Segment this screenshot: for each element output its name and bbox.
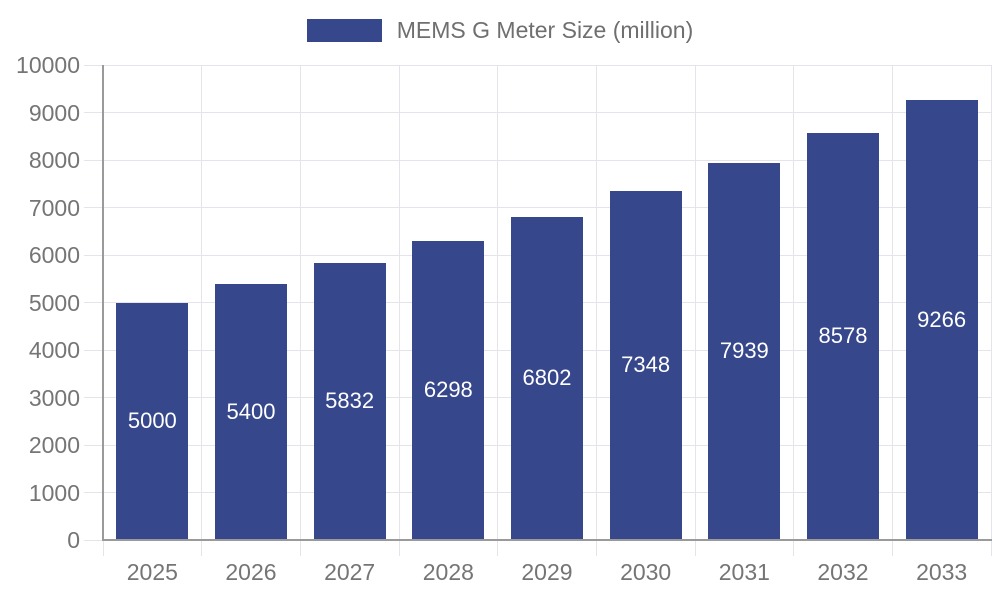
gridline-x <box>891 65 893 556</box>
x-tick-label: 2033 <box>916 559 968 585</box>
gridline-x <box>299 65 301 556</box>
gridline-x <box>793 65 795 556</box>
gridline-y <box>84 159 991 161</box>
gridline-x <box>990 65 992 556</box>
gridline-x <box>497 65 499 556</box>
y-tick-label: 6000 <box>28 242 80 268</box>
y-tick-label: 1000 <box>28 479 80 506</box>
bar-value-label: 9266 <box>917 306 967 332</box>
x-tick-label: 2026 <box>225 559 277 585</box>
gridline-y <box>84 112 991 113</box>
bar[interactable]: 5400 <box>215 283 287 540</box>
bar[interactable]: 6802 <box>511 216 583 540</box>
bar-value-label: 5832 <box>325 388 375 414</box>
y-tick-label: 2000 <box>28 432 80 458</box>
bar[interactable]: 8578 <box>807 132 879 540</box>
bar[interactable]: 9266 <box>905 99 978 540</box>
bar-value-label: 6802 <box>522 365 572 391</box>
gridline-y <box>84 207 991 208</box>
legend-swatch <box>306 19 382 42</box>
gridline-x <box>201 65 203 556</box>
bar[interactable]: 5832 <box>313 262 386 540</box>
gridline-y <box>84 64 991 66</box>
gridline-x <box>694 65 696 556</box>
bar[interactable]: 7348 <box>609 190 682 540</box>
x-axis-line <box>102 539 992 541</box>
gridline-x <box>102 540 104 556</box>
y-tick-label: 10000 <box>16 52 80 78</box>
legend-label: MEMS G Meter Size (million) <box>396 17 694 43</box>
x-tick-label: 2032 <box>817 559 869 585</box>
y-tick-label: 3000 <box>28 384 80 411</box>
bar[interactable]: 6298 <box>412 240 485 540</box>
y-tick-label: 9000 <box>28 99 80 126</box>
bar-value-label: 5000 <box>127 408 177 434</box>
x-tick-label: 2025 <box>126 559 178 585</box>
bar[interactable]: 7939 <box>708 162 781 540</box>
bar-value-label: 8578 <box>818 323 868 349</box>
y-tick-label: 4000 <box>28 337 80 363</box>
x-tick-label: 2030 <box>620 559 672 585</box>
bar-value-label: 5400 <box>226 398 276 424</box>
y-tick-label: 5000 <box>28 289 80 316</box>
bar-value-label: 7939 <box>719 338 769 364</box>
y-tick-label: 7000 <box>28 194 80 221</box>
x-tick-label: 2027 <box>324 559 376 585</box>
y-tick-label: 0 <box>67 527 80 553</box>
bar[interactable]: 5000 <box>116 302 189 540</box>
y-axis-line <box>102 65 104 540</box>
x-tick-label: 2031 <box>718 559 770 585</box>
x-tick-label: 2028 <box>422 559 474 585</box>
bar-value-label: 7348 <box>621 352 671 378</box>
gridline-y <box>84 539 103 541</box>
x-tick-label: 2029 <box>521 559 573 585</box>
y-tick-label: 8000 <box>28 147 80 173</box>
gridline-x <box>595 65 597 556</box>
legend-item[interactable]: MEMS G Meter Size (million) <box>0 18 1000 43</box>
gridline-x <box>398 65 400 556</box>
bar-value-label: 6298 <box>423 377 473 403</box>
